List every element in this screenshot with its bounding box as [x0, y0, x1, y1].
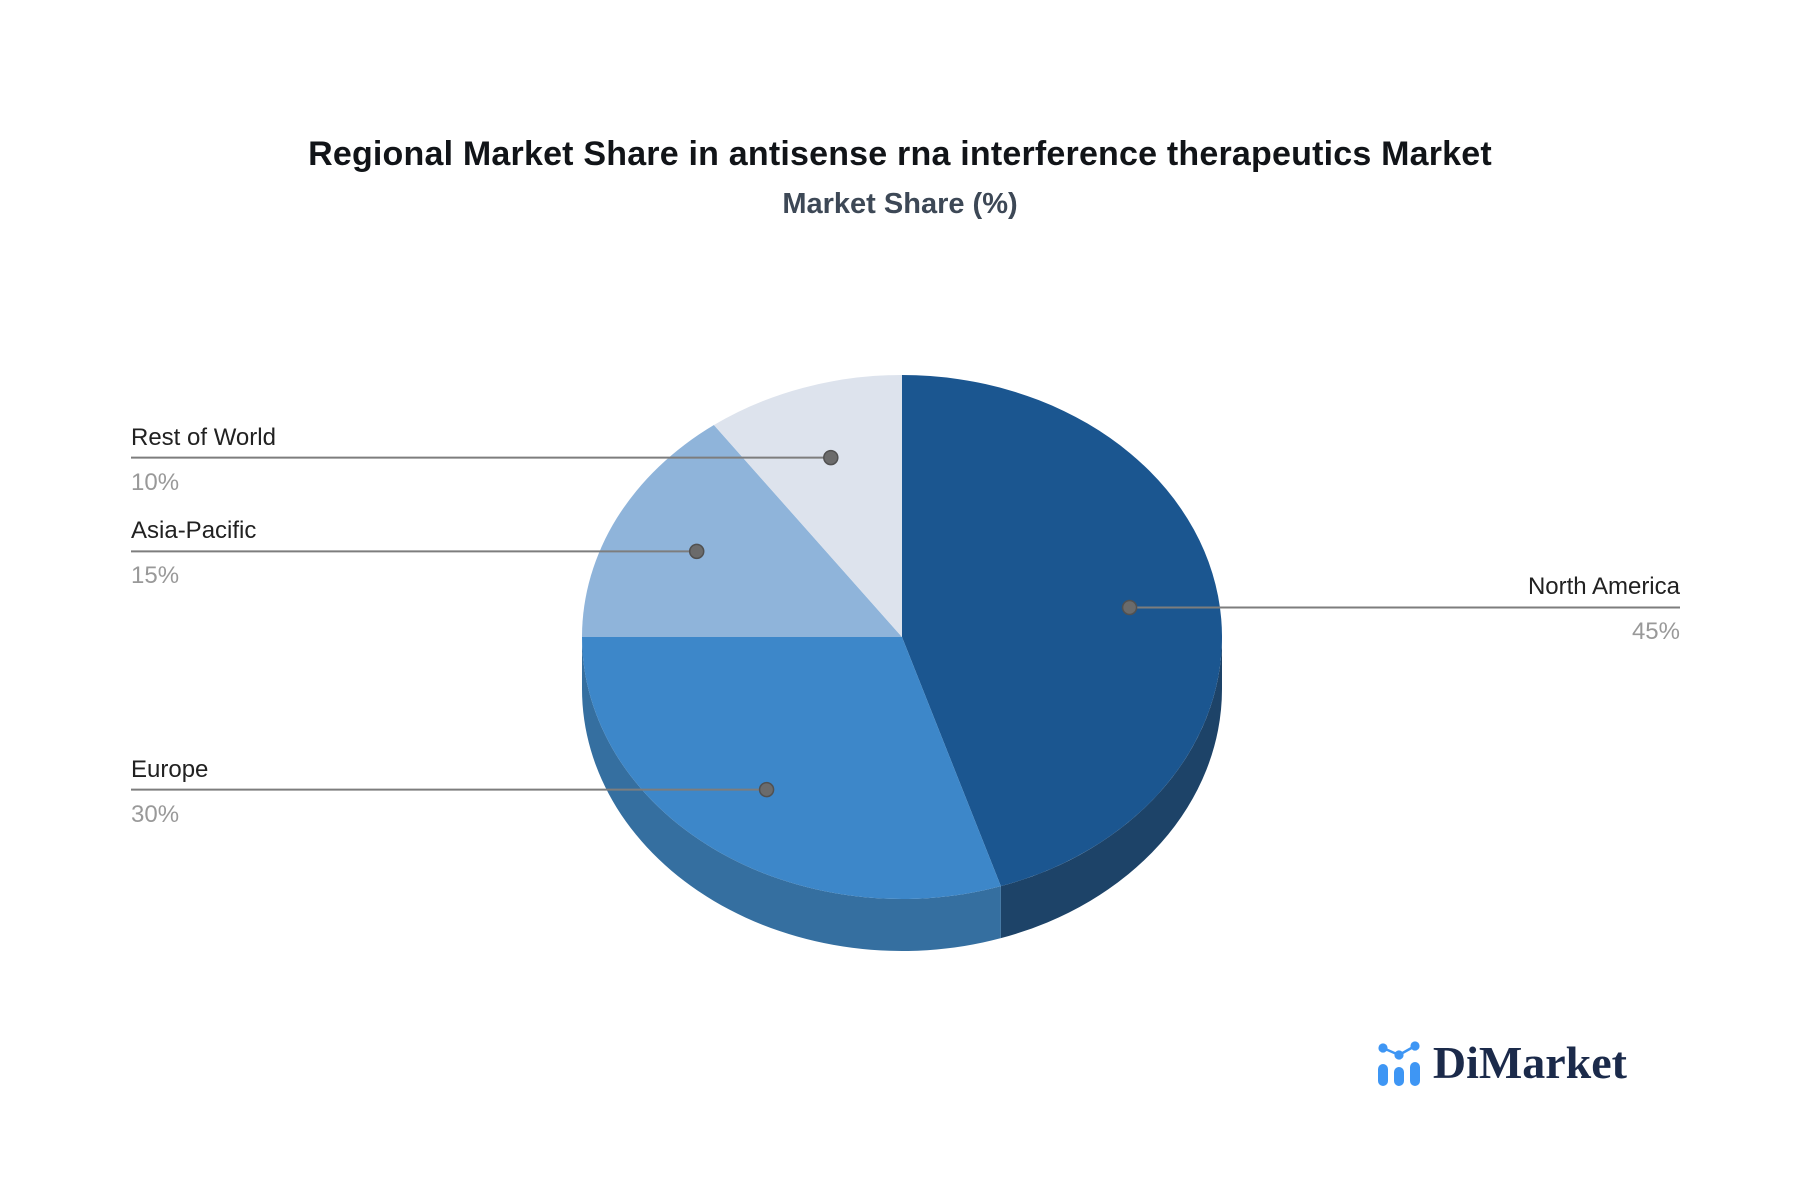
slice-value-europe: 30%: [131, 800, 180, 828]
leader-dot-rest-of-world: [823, 449, 839, 466]
pie-slice-asia-pacific: [582, 425, 902, 637]
pie-rim-north-america: [1000, 637, 1222, 939]
slice-label-north-america: North America: [1527, 573, 1680, 601]
chart-title: Regional Market Share in antisense rna i…: [308, 135, 1492, 173]
slice-label-asia-pacific: Asia-Pacific: [131, 517, 257, 545]
chart-subtitle: Market Share (%): [782, 188, 1018, 220]
slice-value-asia-pacific: 15%: [131, 562, 180, 590]
leader-dot-north-america: [1121, 599, 1138, 616]
pie-slice-north-america: [902, 375, 1222, 887]
brand-name: DiMarket: [1432, 1037, 1627, 1088]
pie-slice-europe: [582, 637, 1001, 899]
slice-label-rest-of-world: Rest of World: [131, 423, 276, 451]
bar-chart-icon: [1377, 1041, 1420, 1086]
slice-value-north-america: 45%: [1631, 618, 1680, 646]
leader-dot-europe: [758, 781, 775, 798]
pie-slice-rest-of-world: [713, 375, 902, 637]
slice-value-rest-of-world: 10%: [131, 468, 180, 496]
pie-rim-europe: [582, 637, 1001, 952]
slice-label-europe: Europe: [131, 755, 209, 783]
brand-logo: DiMarket: [1377, 1040, 1627, 1086]
leader-dot-asia-pacific: [688, 543, 705, 560]
